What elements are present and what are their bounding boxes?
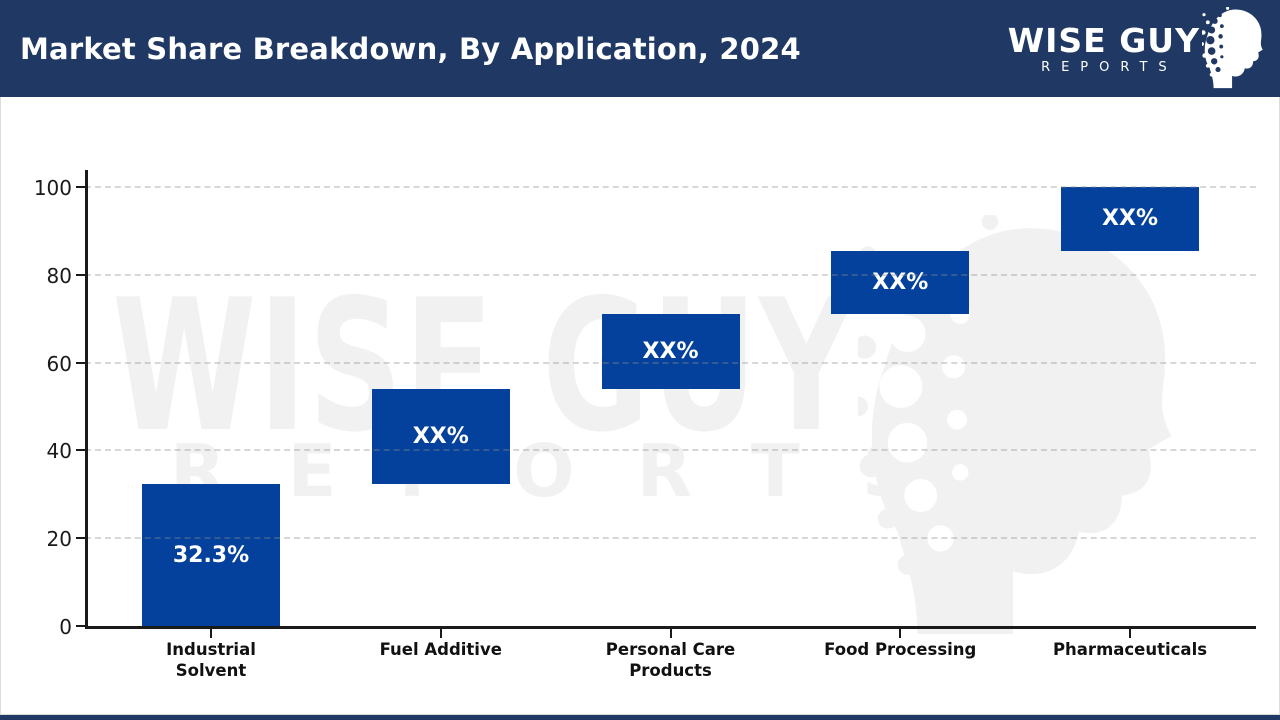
- gridline: [85, 273, 1256, 276]
- x-tick: [439, 629, 442, 638]
- y-tick: [76, 449, 85, 452]
- y-tick: [76, 361, 85, 364]
- y-axis-line: [85, 170, 88, 629]
- x-tick: [669, 629, 672, 638]
- bar-value-label: 32.3%: [172, 542, 250, 568]
- bar-segment: XX%: [831, 250, 970, 315]
- gridline: [85, 449, 1256, 452]
- x-tick: [899, 629, 902, 638]
- y-tick-label: 80: [46, 263, 72, 288]
- bar-value-label: XX%: [412, 424, 469, 450]
- x-tick: [210, 629, 212, 638]
- y-tick-label: 40: [46, 439, 72, 464]
- footer-bar: [0, 715, 1280, 720]
- wiseguy-head-icon: [1202, 7, 1266, 90]
- y-tick-label: 20: [46, 527, 72, 552]
- category-label: Pharmaceuticals: [1052, 640, 1208, 659]
- footer-divider: [0, 714, 1280, 715]
- category-label: Personal Care Products: [605, 640, 736, 680]
- y-tick-label: 100: [33, 176, 72, 200]
- y-tick-label: 0: [59, 615, 72, 639]
- y-tick: [76, 537, 85, 540]
- category-label: Industrial Solvent: [166, 640, 256, 680]
- logo-subtitle: REPORTS: [1041, 59, 1178, 75]
- x-tick: [1129, 629, 1131, 638]
- y-tick: [76, 273, 85, 276]
- bar-segment: XX%: [371, 388, 510, 485]
- bar-value-label: XX%: [1102, 206, 1158, 232]
- bar-segment: 32.3%: [142, 484, 280, 626]
- bar-segment: XX%: [1061, 187, 1199, 251]
- wiseguy-logo: WISE GUY REPORTS: [1008, 7, 1266, 90]
- left-border: [0, 97, 1, 720]
- x-axis-line: [85, 626, 1256, 629]
- page-title: Market Share Breakdown, By Application, …: [20, 31, 801, 66]
- y-tick: [76, 186, 85, 188]
- category-label: Food Processing: [824, 640, 977, 659]
- gridline: [85, 537, 1256, 540]
- bar-segment: XX%: [601, 314, 740, 389]
- logo-wordmark: WISE GUY: [1007, 20, 1200, 60]
- y-tick: [76, 625, 85, 627]
- header: Market Share Breakdown, By Application, …: [0, 0, 1280, 97]
- gridline: [85, 186, 1256, 188]
- gridline: [85, 361, 1256, 364]
- logo-text: WISE GUY REPORTS: [1008, 24, 1200, 74]
- bar-value-label: XX%: [642, 339, 699, 365]
- category-label: Fuel Additive: [379, 640, 502, 659]
- y-tick-label: 60: [46, 351, 72, 376]
